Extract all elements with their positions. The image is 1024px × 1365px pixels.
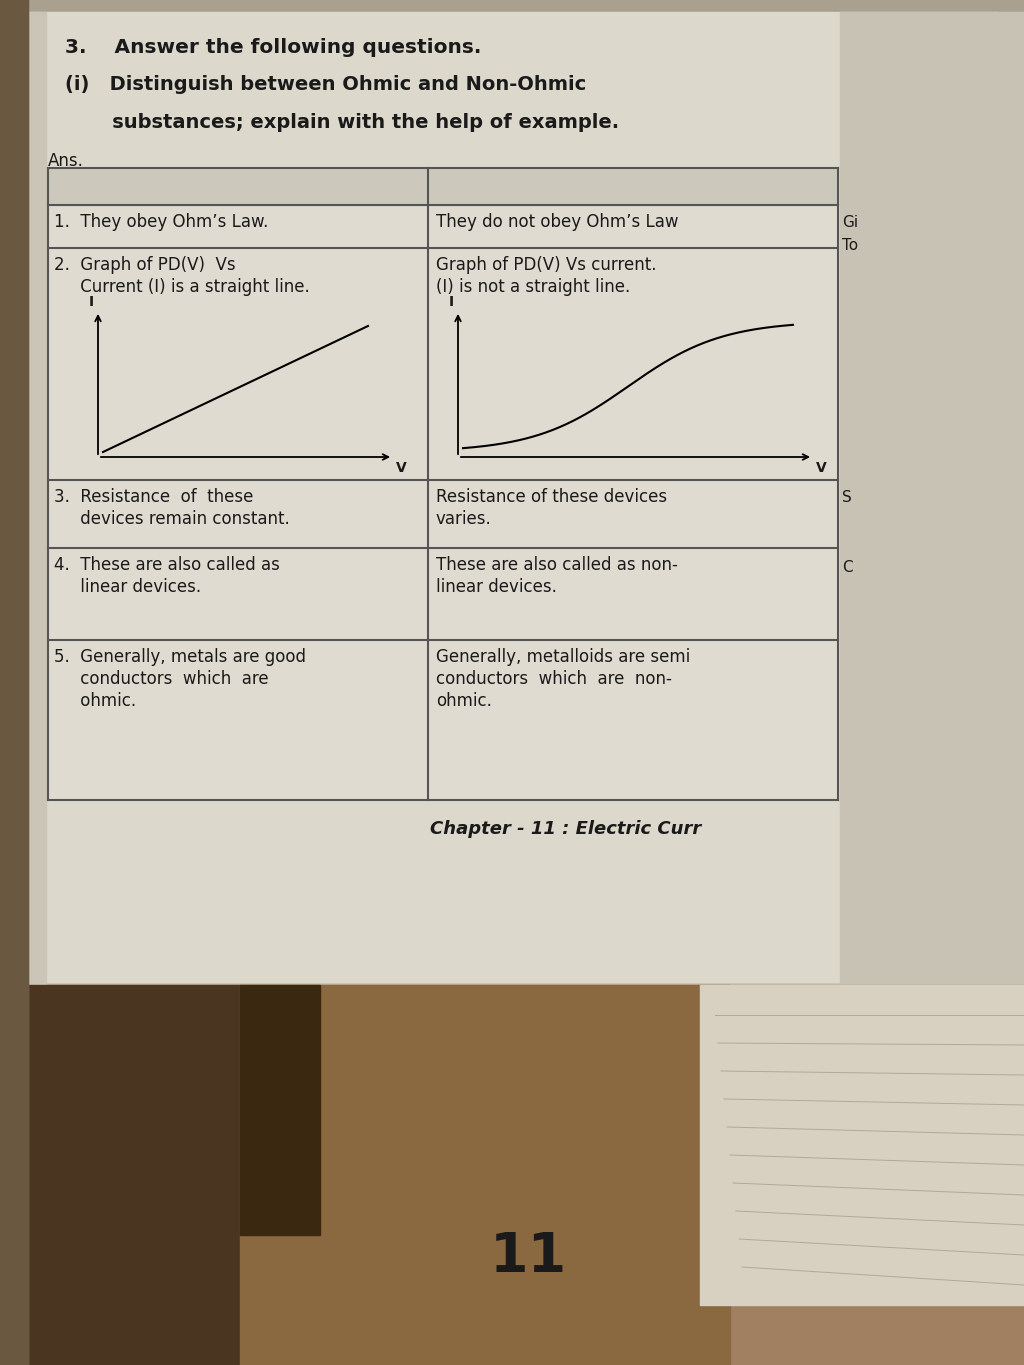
Bar bbox=[840, 12, 1024, 992]
Text: V: V bbox=[396, 461, 407, 475]
Text: 3.  Resistance  of  these: 3. Resistance of these bbox=[54, 489, 253, 506]
Text: 2.  Graph of PD(V)  Vs: 2. Graph of PD(V) Vs bbox=[54, 257, 236, 274]
Text: Gi: Gi bbox=[842, 216, 858, 229]
Bar bbox=[0, 0, 1024, 980]
Text: linear devices.: linear devices. bbox=[54, 577, 201, 597]
Text: devices remain constant.: devices remain constant. bbox=[54, 511, 290, 528]
Text: 5.  Generally, metals are good: 5. Generally, metals are good bbox=[54, 648, 306, 666]
Text: 3.    Answer the following questions.: 3. Answer the following questions. bbox=[65, 38, 481, 57]
Text: To: To bbox=[842, 238, 858, 253]
Text: Generally, metalloids are semi: Generally, metalloids are semi bbox=[436, 648, 690, 666]
Text: Current (I) is a straight line.: Current (I) is a straight line. bbox=[54, 278, 309, 296]
Text: S: S bbox=[842, 490, 852, 505]
Text: I: I bbox=[89, 295, 94, 308]
Text: V: V bbox=[816, 461, 826, 475]
Bar bbox=[0, 986, 1024, 1365]
Text: conductors  which  are: conductors which are bbox=[54, 670, 268, 688]
Bar bbox=[48, 168, 838, 205]
Bar bbox=[0, 0, 28, 1365]
Text: conductors  which  are  non-: conductors which are non- bbox=[436, 670, 672, 688]
Text: I: I bbox=[449, 295, 454, 308]
Bar bbox=[28, 12, 998, 981]
Text: ohmic.: ohmic. bbox=[54, 692, 136, 710]
Text: Ohmic Substances: Ohmic Substances bbox=[141, 177, 335, 197]
Text: Non-Ohmic Substances: Non-Ohmic Substances bbox=[511, 177, 755, 197]
Bar bbox=[0, 0, 1024, 12]
Text: 1.  They obey Ohm’s Law.: 1. They obey Ohm’s Law. bbox=[54, 213, 268, 231]
Bar bbox=[0, 986, 240, 1365]
Text: 4.  These are also called as: 4. These are also called as bbox=[54, 556, 280, 575]
Text: substances; explain with the help of example.: substances; explain with the help of exa… bbox=[65, 113, 620, 132]
Text: linear devices.: linear devices. bbox=[436, 577, 557, 597]
Bar bbox=[240, 986, 730, 1365]
Text: C: C bbox=[842, 560, 853, 575]
Text: (i)   Distinguish between Ohmic and Non-Ohmic: (i) Distinguish between Ohmic and Non-Oh… bbox=[65, 75, 587, 94]
Bar bbox=[0, 0, 28, 1365]
Text: Resistance of these devices: Resistance of these devices bbox=[436, 489, 667, 506]
Text: They do not obey Ohm’s Law: They do not obey Ohm’s Law bbox=[436, 213, 679, 231]
Text: (I) is not a straight line.: (I) is not a straight line. bbox=[436, 278, 630, 296]
Bar bbox=[28, 12, 46, 992]
Text: Chapter - 11 : Electric Curr: Chapter - 11 : Electric Curr bbox=[430, 820, 701, 838]
Text: 11: 11 bbox=[490, 1230, 567, 1284]
Text: varies.: varies. bbox=[436, 511, 492, 528]
Text: ohmic.: ohmic. bbox=[436, 692, 492, 710]
Bar bbox=[700, 986, 1024, 1305]
Text: These are also called as non-: These are also called as non- bbox=[436, 556, 678, 575]
Text: Graph of PD(V) Vs current.: Graph of PD(V) Vs current. bbox=[436, 257, 656, 274]
Bar bbox=[48, 168, 838, 800]
Text: Ans.: Ans. bbox=[48, 152, 84, 171]
Bar bbox=[240, 986, 319, 1235]
